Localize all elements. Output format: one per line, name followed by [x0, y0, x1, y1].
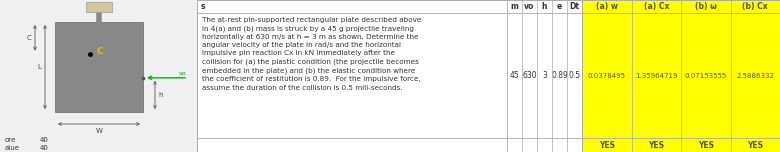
Text: W: W: [96, 128, 102, 134]
Text: C: C: [96, 47, 103, 57]
Text: s: s: [201, 2, 205, 11]
Text: h: h: [159, 92, 163, 98]
Text: 45: 45: [509, 71, 519, 80]
Text: vo: vo: [179, 71, 186, 76]
Text: The at-rest pin-supported rectangular plate described above
in 4(a) and (b) mass: The at-rest pin-supported rectangular pl…: [202, 17, 421, 90]
Text: (a) Cx: (a) Cx: [644, 2, 669, 11]
Bar: [197, 0, 582, 152]
Bar: [197, 0, 582, 152]
Text: L: L: [37, 64, 41, 70]
Text: m: m: [511, 2, 519, 11]
Text: 0.0378495: 0.0378495: [588, 73, 626, 78]
Text: YES: YES: [747, 140, 764, 150]
Text: (a) w: (a) w: [596, 2, 618, 11]
Text: Dt: Dt: [569, 2, 580, 11]
Bar: [86, 2, 112, 12]
Text: 40: 40: [40, 137, 49, 143]
Text: YES: YES: [599, 140, 615, 150]
Text: 630: 630: [522, 71, 537, 80]
Bar: [55, 22, 143, 112]
Bar: [582, 0, 780, 152]
Text: 1.35964719: 1.35964719: [635, 73, 678, 78]
Text: 0.5: 0.5: [569, 71, 580, 80]
Text: e: e: [557, 2, 562, 11]
Text: h: h: [542, 2, 548, 11]
Text: YES: YES: [648, 140, 665, 150]
Text: vo: vo: [524, 2, 534, 11]
Text: (b) Cx: (b) Cx: [743, 2, 768, 11]
Text: ore: ore: [5, 137, 16, 143]
Text: 40: 40: [40, 145, 49, 151]
Text: alue: alue: [5, 145, 20, 151]
Text: C: C: [27, 35, 31, 41]
Text: 3: 3: [542, 71, 547, 80]
Text: 0.89: 0.89: [551, 71, 568, 80]
Bar: [582, 0, 780, 152]
Text: 0.07153555: 0.07153555: [685, 73, 727, 78]
Text: YES: YES: [698, 140, 714, 150]
Text: (b) ω: (b) ω: [695, 2, 717, 11]
Text: 2.5886332: 2.5886332: [736, 73, 775, 78]
